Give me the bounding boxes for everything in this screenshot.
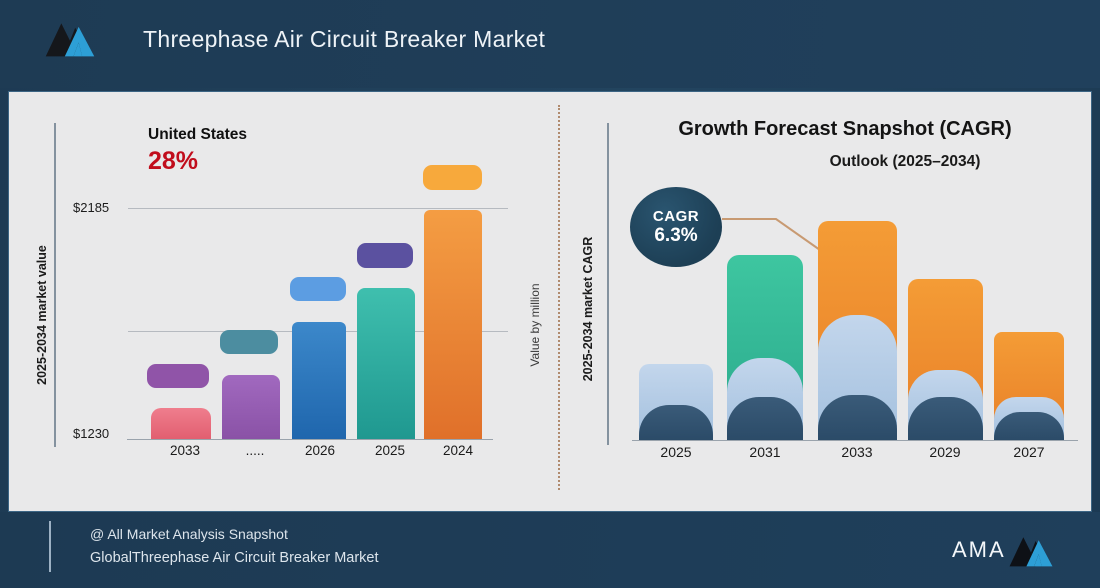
cagr-badge-value: 6.3%: [654, 224, 698, 246]
stacked-bar-segment-2031: [727, 397, 803, 440]
x-tick-label: 2031: [749, 444, 781, 460]
stacked-bar-segment-2033: [818, 395, 897, 440]
bar-cap-.....: [220, 330, 278, 354]
left-chart-y-axis-line: [54, 123, 56, 447]
region-value: 28%: [148, 147, 199, 175]
panel-divider: [558, 105, 560, 490]
bar-2025: [357, 288, 415, 439]
right-chart-subtitle: Outlook (2025–2034): [829, 153, 981, 170]
x-tick-label: 2026: [304, 443, 336, 458]
x-tick-label: 2033: [841, 444, 873, 460]
stacked-bar-segment-2025: [639, 405, 713, 440]
stacked-bar-segment-2029: [908, 397, 983, 440]
x-tick-label: .....: [245, 443, 265, 458]
footer-report-name: GlobalThreephase Air Circuit Breaker Mar…: [90, 550, 379, 566]
cagr-badge-label: CAGR: [652, 207, 700, 225]
right-chart-y-axis-line: [607, 123, 609, 445]
left-chart-y-axis-title: 2025-2034 market value: [35, 245, 49, 385]
right-chart-title: Growth Forecast Snapshot (CAGR): [678, 118, 1012, 140]
footer-divider: [49, 521, 51, 572]
x-tick-label: 2025: [660, 444, 692, 460]
y-tick-1230: $1230: [73, 426, 110, 441]
bar-2033: [151, 408, 211, 439]
x-tick-label: 2027: [1013, 444, 1045, 460]
bar-cap-2024: [423, 165, 482, 190]
footer-ama-logo-icon: [1009, 537, 1053, 567]
stacked-bar-segment-2027: [994, 412, 1064, 440]
callout-connector-line: [722, 218, 821, 251]
x-tick-label: 2024: [442, 443, 474, 458]
x-tick-label: 2025: [374, 443, 406, 458]
right-chart-baseline: [632, 440, 1078, 441]
bar-cap-2033: [147, 364, 209, 388]
bar-2026: [292, 322, 346, 439]
region-label: United States: [148, 126, 248, 143]
page-title: Threephase Air Circuit Breaker Market: [143, 26, 546, 52]
right-chart-y-axis-title: 2025-2034 market CAGR: [581, 236, 595, 382]
footer-brand-text: AMA: [952, 537, 1006, 562]
cagr-badge: CAGR 6.3%: [630, 187, 722, 267]
footer-credit: @ All Market Analysis Snapshot: [90, 526, 288, 542]
header-bar: Threephase Air Circuit Breaker Market: [0, 0, 1100, 88]
left-chart-right-axis-title: Value by million: [528, 283, 542, 367]
bar-.....: [222, 375, 280, 439]
left-chart-baseline: [127, 439, 493, 440]
y-tick-2185: $2185: [73, 200, 110, 215]
footer-bar: @ All Market Analysis Snapshot GlobalThr…: [0, 512, 1100, 588]
bar-cap-2025: [357, 243, 413, 268]
x-tick-label: 2033: [169, 443, 201, 458]
ama-logo-icon: [45, 23, 95, 57]
gridline-top: [128, 208, 508, 209]
bar-cap-2026: [290, 277, 346, 301]
x-tick-label: 2029: [929, 444, 961, 460]
bar-2024: [424, 210, 482, 439]
